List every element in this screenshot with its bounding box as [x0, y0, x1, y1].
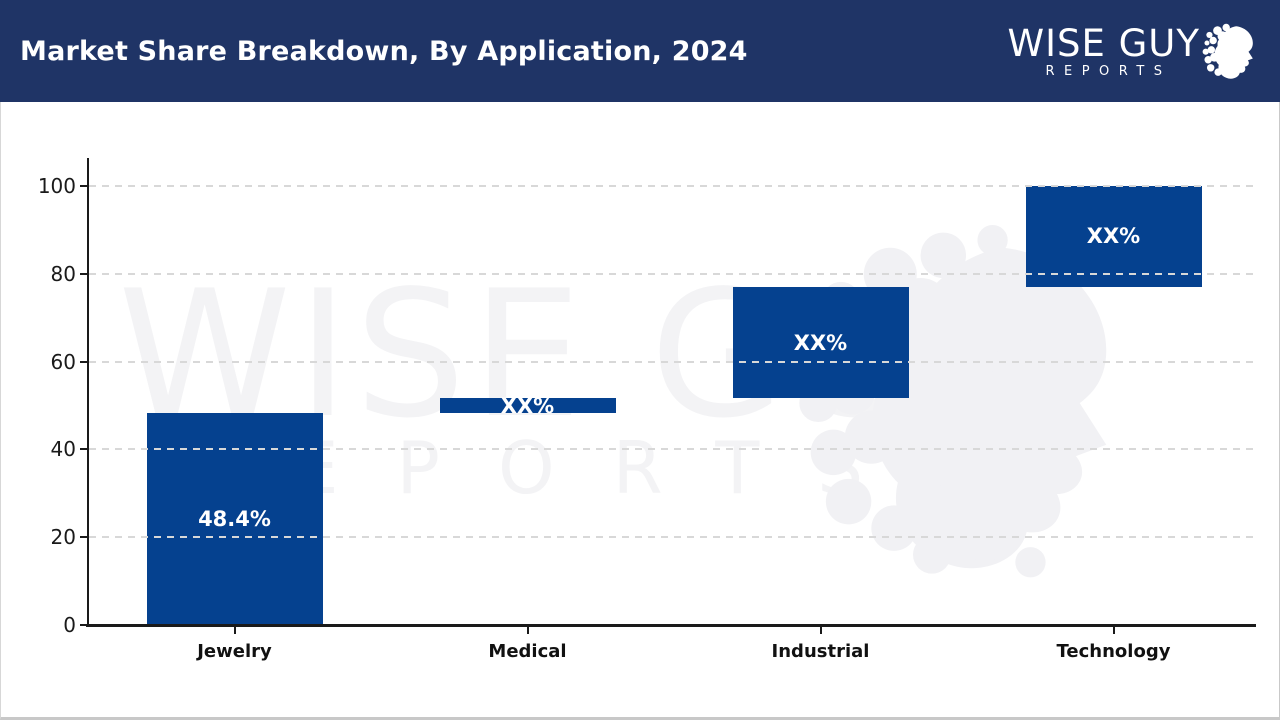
y-tick-label: 60 [50, 349, 76, 374]
x-tick-mark [819, 627, 822, 634]
bar-medical [439, 398, 616, 413]
y-tick-mark [80, 272, 87, 275]
x-tick-label: Industrial [771, 641, 870, 662]
x-axis-line [86, 624, 1256, 627]
bar-value-label: 48.4% [198, 506, 271, 531]
x-tick-label: Technology [1056, 641, 1171, 662]
gridline [89, 185, 1256, 187]
y-tick-label: 0 [63, 613, 76, 637]
bar-jewelry [146, 412, 323, 625]
header-bar: Market Share Breakdown, By Application, … [0, 0, 1280, 102]
y-axis-line [87, 158, 89, 626]
x-tick-mark [526, 627, 529, 634]
brand-logo: WISE GUY REPORTS [1008, 8, 1264, 96]
bar-technology [1025, 186, 1202, 287]
logo-face-icon [1202, 23, 1253, 79]
page-title: Market Share Breakdown, By Application, … [20, 35, 748, 67]
x-tick-mark [1112, 627, 1115, 634]
y-tick-label: 80 [50, 261, 76, 286]
y-tick-mark [80, 624, 87, 626]
bar-industrial [732, 286, 909, 399]
y-tick-mark [80, 185, 87, 187]
bar-value-label: XX% [1086, 224, 1141, 249]
x-tick-mark [233, 627, 236, 634]
gridline [89, 360, 1256, 363]
y-tick-mark [80, 360, 87, 363]
y-tick-label: 20 [50, 525, 76, 550]
gridline [89, 448, 1256, 451]
y-tick-mark [80, 448, 87, 451]
gridline [89, 272, 1256, 275]
y-tick-mark [80, 536, 87, 539]
logo-subtitle: REPORTS [1045, 64, 1172, 80]
logo-wordmark: WISE GUY [1007, 21, 1200, 65]
watermark-face-icon [799, 225, 1107, 578]
y-tick-label: 100 [37, 174, 76, 198]
x-tick-label: Medical [488, 641, 567, 662]
x-tick-label: Jewelry [197, 641, 272, 662]
bar-value-label: XX% [500, 393, 555, 418]
gridline [89, 536, 1256, 539]
bar-value-label: XX% [793, 330, 848, 355]
y-tick-label: 40 [50, 437, 76, 462]
